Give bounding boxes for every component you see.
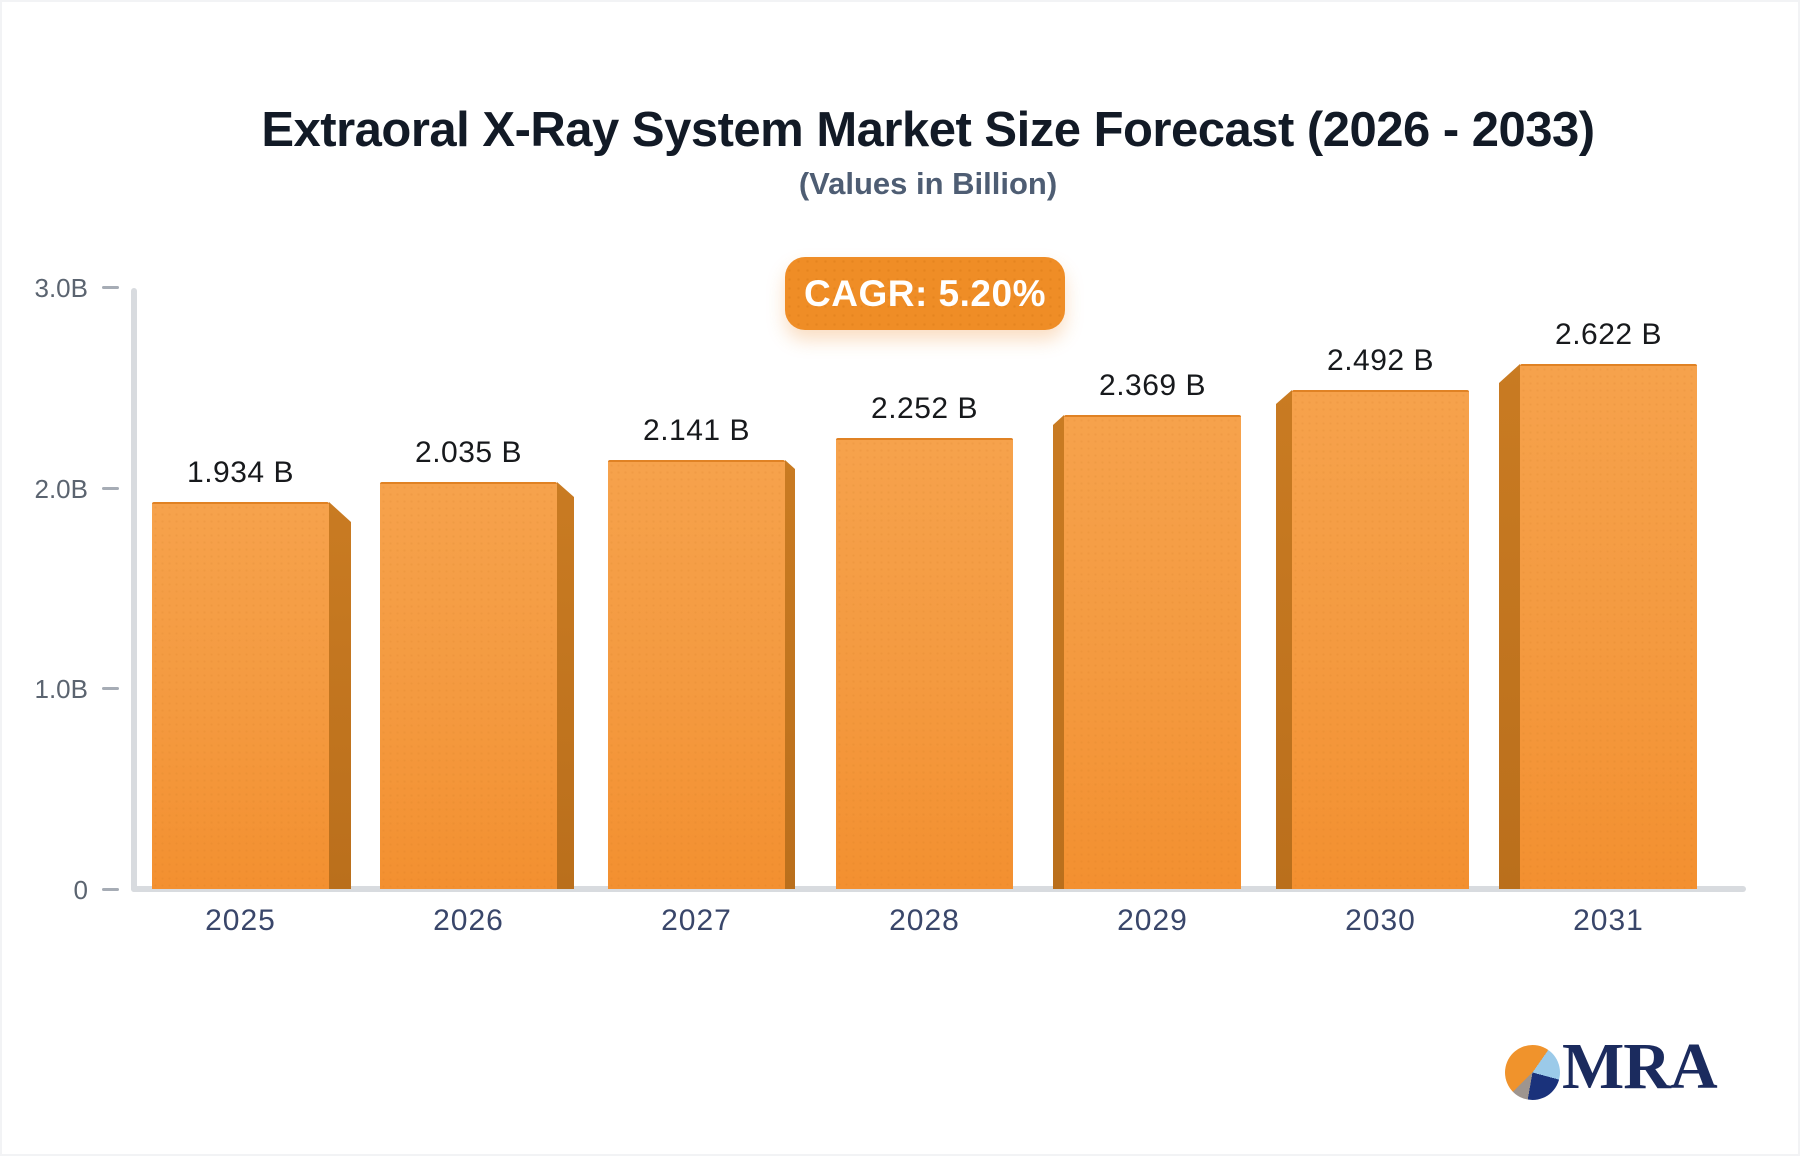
bar-2027[interactable] — [608, 460, 785, 889]
bar-side-face-2026 — [557, 482, 574, 889]
y-axis-line — [131, 287, 137, 892]
bar-2031[interactable] — [1520, 364, 1697, 889]
y-axis-tick — [102, 486, 119, 490]
bar-value-label-2026: 2.035 B — [415, 436, 522, 469]
x-axis-label-2031: 2031 — [1573, 904, 1644, 937]
x-axis-label-2029: 2029 — [1117, 904, 1188, 937]
bar-value-label-2030: 2.492 B — [1327, 344, 1434, 377]
x-axis-label-2026: 2026 — [433, 904, 504, 937]
bar-side-face-2031 — [1499, 364, 1520, 889]
y-axis-tick-label: 0 — [73, 875, 88, 905]
y-axis-tick-label: 2.0B — [34, 473, 89, 504]
x-axis-label-2027: 2027 — [661, 904, 732, 937]
mra-logo: MRA — [1505, 1030, 1718, 1103]
bar-value-label-2025: 1.934 B — [187, 456, 294, 489]
bar-2026[interactable] — [380, 482, 557, 889]
bar-2025[interactable] — [152, 502, 329, 889]
bar-value-label-2027: 2.141 B — [643, 414, 750, 447]
pie-chart-logo-icon — [1505, 1045, 1560, 1100]
chart-subtitle: (Values in Billion) — [798, 166, 1058, 201]
chart-title: Extraoral X-Ray System Market Size Forec… — [261, 103, 1595, 157]
y-axis-tick-label: 1.0B — [34, 674, 89, 705]
y-axis-tick — [102, 687, 119, 691]
cagr-badge: CAGR: 5.20% — [785, 257, 1065, 330]
bar-2028[interactable] — [836, 438, 1013, 889]
bar-2029[interactable] — [1064, 415, 1241, 889]
bar-2030[interactable] — [1292, 390, 1469, 889]
y-axis-tick-label: 3.0B — [34, 272, 89, 303]
y-axis-tick — [102, 888, 119, 891]
bar-value-label-2031: 2.622 B — [1555, 318, 1662, 351]
cagr-badge-label: CAGR: 5.20% — [804, 272, 1046, 314]
bar-side-face-2029 — [1053, 415, 1064, 889]
bar-value-label-2028: 2.252 B — [871, 392, 978, 425]
y-axis-tick — [102, 285, 119, 289]
x-axis-label-2028: 2028 — [889, 904, 960, 937]
bar-side-face-2027 — [785, 460, 795, 889]
bar-value-label-2029: 2.369 B — [1099, 369, 1206, 402]
bar-side-face-2025 — [329, 502, 351, 889]
x-axis-label-2025: 2025 — [205, 904, 276, 937]
bar-side-face-2030 — [1276, 390, 1292, 889]
x-axis-label-2030: 2030 — [1345, 904, 1416, 937]
logo-text: MRA — [1562, 1030, 1718, 1103]
x-axis-line — [131, 886, 1746, 892]
